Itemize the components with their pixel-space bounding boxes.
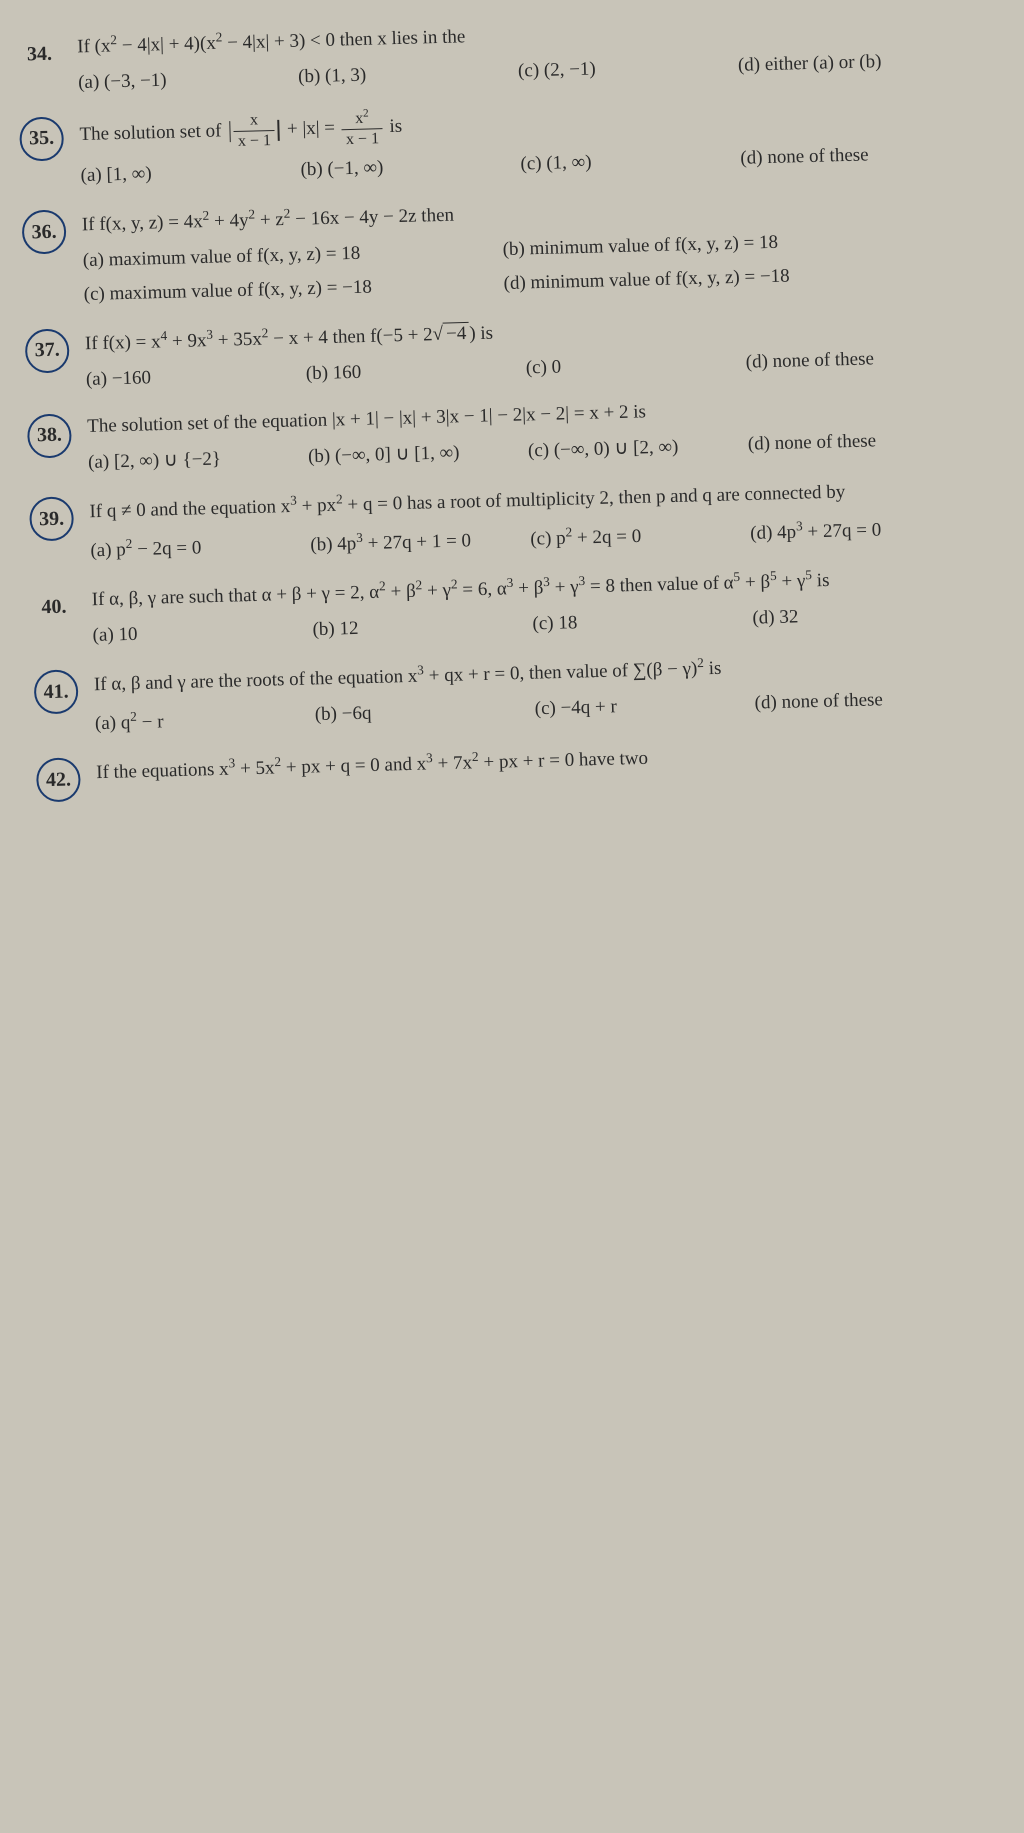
option-b: (b) 4p3 + 27q + 1 = 0 bbox=[310, 527, 491, 557]
question-41: 41. If α, β and γ are the roots of the e… bbox=[34, 646, 979, 737]
option-d: (d) 4p3 + 27q = 0 bbox=[750, 515, 931, 545]
option-d: (d) none of these bbox=[754, 688, 935, 718]
option-b: (b) minimum value of f(x, y, z) = 18 bbox=[502, 229, 882, 261]
question-35: 35. The solution set of xx − 1 + |x| = x… bbox=[19, 93, 965, 189]
option-a: (a) −160 bbox=[86, 364, 267, 391]
question-number: 40. bbox=[31, 585, 76, 630]
option-d: (d) 32 bbox=[752, 603, 933, 630]
question-number: 39. bbox=[29, 497, 74, 542]
option-c: (c) 18 bbox=[532, 609, 713, 636]
question-number: 35. bbox=[19, 116, 64, 161]
option-c: (c) (2, −1) bbox=[518, 56, 699, 83]
option-b: (b) 12 bbox=[312, 615, 493, 642]
question-number: 37. bbox=[25, 328, 70, 373]
option-d: (d) none of these bbox=[748, 429, 929, 457]
question-39: 39. If q ≠ 0 and the equation x3 + px2 +… bbox=[29, 473, 974, 564]
question-number: 34. bbox=[17, 32, 62, 77]
option-d: (d) either (a) or (b) bbox=[738, 50, 919, 77]
options-row: (a) maximum value of f(x, y, z) = 18 (b)… bbox=[83, 227, 968, 306]
option-c: (c) −4q + r bbox=[534, 694, 715, 724]
option-a: (a) q2 − r bbox=[95, 705, 276, 735]
question-38: 38. The solution set of the equation |x … bbox=[27, 390, 972, 476]
option-d: (d) none of these bbox=[740, 143, 921, 170]
question-37: 37. If f(x) = x4 + 9x3 + 35x2 − x + 4 th… bbox=[25, 305, 970, 393]
option-d: (d) none of these bbox=[745, 347, 926, 374]
option-c: (c) maximum value of f(x, y, z) = −18 bbox=[83, 274, 463, 306]
option-b: (b) (−∞, 0] ∪ [1, ∞) bbox=[308, 441, 489, 469]
question-number: 41. bbox=[34, 670, 79, 715]
option-a: (a) 10 bbox=[92, 620, 273, 647]
option-a: (a) [2, ∞) ∪ {−2} bbox=[88, 447, 269, 475]
question-40: 40. If α, β, γ are such that α + β + γ =… bbox=[31, 561, 976, 649]
question-34: 34. If (x2 − 4|x| + 4)(x2 − 4|x| + 3) < … bbox=[17, 8, 962, 96]
option-c: (c) (1, ∞) bbox=[520, 149, 701, 176]
option-c: (c) p2 + 2q = 0 bbox=[530, 521, 711, 551]
question-36: 36. If f(x, y, z) = 4x2 + 4y2 + z2 − 16x… bbox=[22, 186, 968, 308]
option-a: (a) [1, ∞) bbox=[80, 160, 261, 187]
option-b: (b) (−1, ∞) bbox=[300, 155, 481, 182]
option-c: (c) (−∞, 0) ∪ [2, ∞) bbox=[528, 435, 709, 463]
option-a: (a) p2 − 2q = 0 bbox=[90, 532, 271, 562]
question-number: 38. bbox=[27, 413, 72, 458]
question-number: 36. bbox=[22, 210, 67, 255]
option-d: (d) minimum value of f(x, y, z) = −18 bbox=[503, 263, 883, 295]
option-a: (a) (−3, −1) bbox=[78, 67, 259, 94]
question-text: If the equations x3 + 5x2 + px + q = 0 a… bbox=[96, 734, 981, 788]
question-42: 42. If the equations x3 + 5x2 + px + q =… bbox=[36, 734, 980, 790]
option-b: (b) 160 bbox=[306, 358, 487, 385]
option-a: (a) maximum value of f(x, y, z) = 18 bbox=[83, 240, 463, 272]
option-b: (b) (1, 3) bbox=[298, 61, 479, 88]
question-number: 42. bbox=[36, 758, 81, 803]
option-c: (c) 0 bbox=[526, 353, 707, 380]
option-b: (b) −6q bbox=[315, 700, 496, 730]
